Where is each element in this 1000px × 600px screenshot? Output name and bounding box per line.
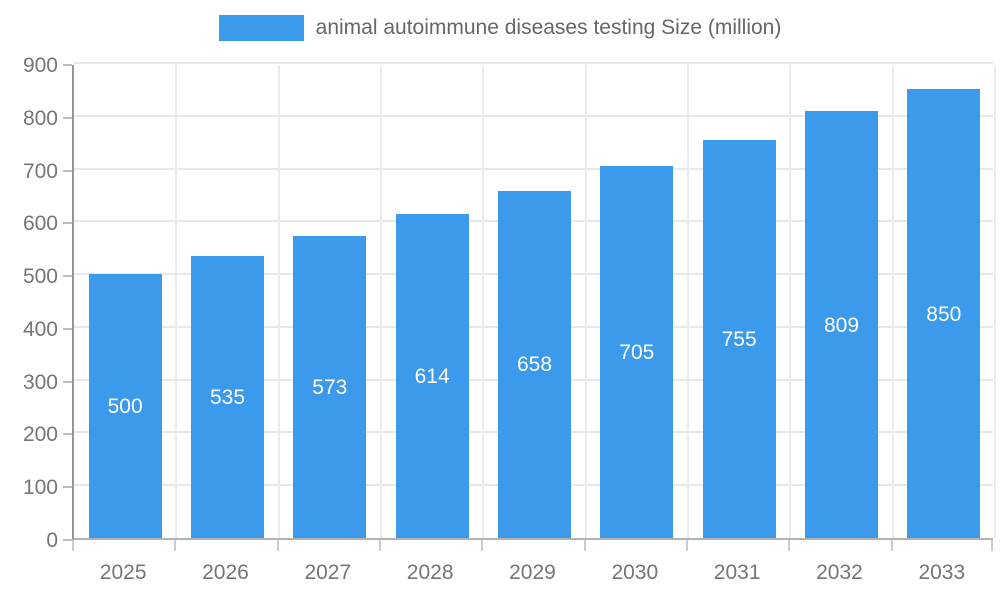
bar-2032[interactable]: 809 [805,111,878,538]
v-gridline [584,65,587,538]
y-tick-label: 600 [22,212,58,236]
bar-value-label: 658 [516,353,553,377]
y-tick-mark [63,433,72,436]
h-gridline [74,62,993,64]
x-tick-mark [481,540,484,551]
x-tick-label: 2033 [918,561,966,584]
h-gridline [74,167,993,170]
bar-2033[interactable]: 850 [907,89,981,538]
y-tick-label: 0 [46,529,58,552]
chart-legend[interactable]: animal autoimmune diseases testing Size … [0,15,1000,41]
y-tick-mark [63,275,72,278]
y-tick-mark [63,327,72,330]
y-tick-label: 200 [22,423,58,447]
v-gridline [175,65,178,538]
v-gridline [277,65,280,538]
y-tick-label: 700 [22,159,58,183]
bar-2025[interactable]: 500 [88,274,162,538]
bar-value-label: 809 [823,313,860,337]
x-tick-label: 2031 [713,561,761,584]
v-gridline [994,65,996,538]
y-tick-mark [63,64,72,66]
v-gridline [789,65,792,538]
bar-value-label: 850 [926,302,962,326]
x-tick-mark [276,540,279,551]
x-tick-label: 2029 [509,561,556,584]
x-tick-label: 2025 [99,561,147,584]
x-tick-label: 2028 [406,561,454,584]
y-tick-mark [63,539,72,541]
y-tick-label: 400 [22,317,58,341]
x-tick-mark [174,540,177,551]
y-tick-mark [63,222,72,225]
bar-value-label: 705 [619,340,655,364]
y-tick-label: 900 [22,54,58,77]
x-tick-label: 2032 [816,561,863,584]
x-tick-mark [788,540,791,551]
x-tick-mark [991,540,993,551]
x-tick-mark [890,540,893,551]
v-gridline [687,65,689,538]
bar-value-label: 614 [414,364,450,388]
v-gridline [482,65,485,538]
bar-value-label: 535 [209,385,246,409]
y-tick-mark [63,486,72,489]
bar-2027[interactable]: 573 [293,235,367,538]
y-tick-label: 500 [22,265,58,289]
v-gridline [891,65,894,538]
y-tick-label: 100 [22,476,58,500]
h-gridline [74,114,993,117]
y-tick-mark [63,169,72,172]
bar-2031[interactable]: 755 [702,139,776,538]
bar-2026[interactable]: 535 [191,255,264,538]
bar-value-label: 755 [721,327,757,351]
bar-2030[interactable]: 705 [600,165,674,538]
y-tick-label: 800 [22,106,58,130]
x-tick-label: 2027 [304,561,352,584]
x-tick-mark [379,540,381,551]
legend-label: animal autoimmune diseases testing Size … [315,16,782,39]
bar-2028[interactable]: 614 [395,213,469,538]
y-tick-mark [63,116,72,119]
bar-value-label: 573 [312,375,348,399]
bar-2029[interactable]: 658 [498,190,571,538]
v-gridline [380,65,382,538]
x-tick-mark [583,540,586,551]
x-tick-mark [686,540,688,551]
legend-swatch [218,15,304,41]
x-tick-label: 2030 [611,561,659,584]
plot-area: 500 535 573 614 658 705 755 809 850 [72,62,996,540]
x-tick-label: 2026 [202,561,249,584]
y-tick-mark [63,380,72,383]
bar-value-label: 500 [107,395,143,419]
y-tick-label: 300 [22,370,58,394]
x-tick-mark [72,540,74,551]
